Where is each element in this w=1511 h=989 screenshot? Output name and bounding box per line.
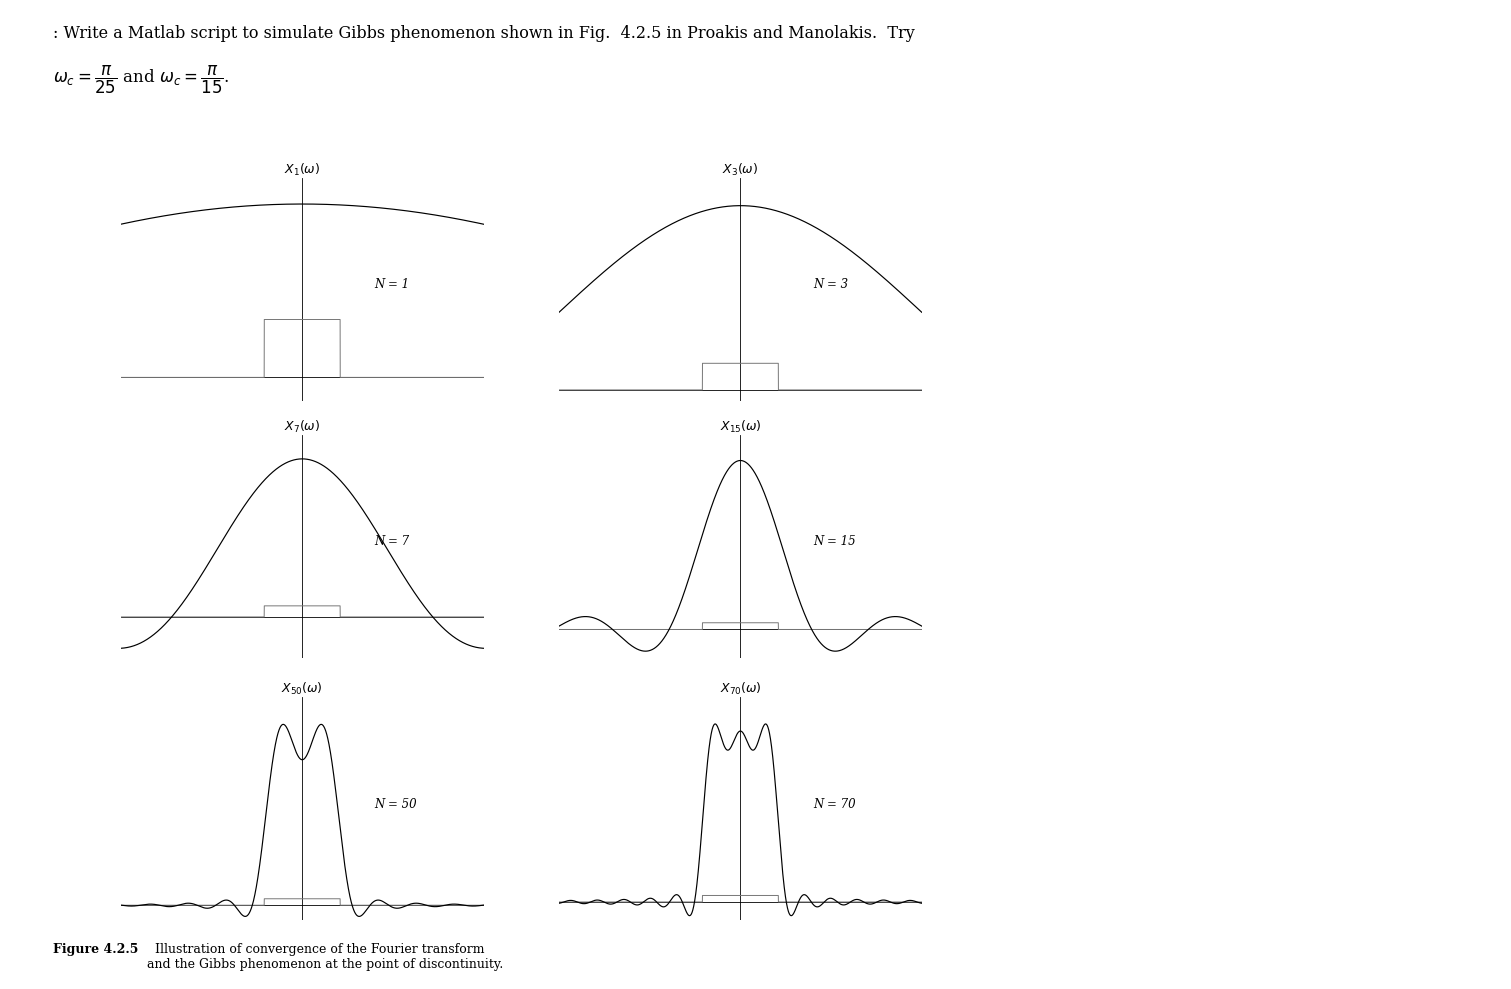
Text: : Write a Matlab script to simulate Gibbs phenomenon shown in Fig.  4.2.5 in Pro: : Write a Matlab script to simulate Gibb… xyxy=(53,25,914,42)
Text: N = 1: N = 1 xyxy=(375,278,409,292)
Title: $X_{15}(\omega)$: $X_{15}(\omega)$ xyxy=(719,419,762,435)
Title: $X_7(\omega)$: $X_7(\omega)$ xyxy=(284,419,320,435)
Text: N = 15: N = 15 xyxy=(813,535,855,549)
Title: $X_{50}(\omega)$: $X_{50}(\omega)$ xyxy=(281,681,323,697)
Title: $X_{70}(\omega)$: $X_{70}(\omega)$ xyxy=(719,681,762,697)
Text: Figure 4.2.5: Figure 4.2.5 xyxy=(53,943,139,955)
Text: N = 7: N = 7 xyxy=(375,535,409,549)
Title: $X_1(\omega)$: $X_1(\omega)$ xyxy=(284,162,320,178)
Text: N = 3: N = 3 xyxy=(813,278,848,292)
Text: Illustration of convergence of the Fourier transform
and the Gibbs phenomenon at: Illustration of convergence of the Fouri… xyxy=(147,943,503,970)
Title: $X_3(\omega)$: $X_3(\omega)$ xyxy=(722,162,759,178)
Text: N = 50: N = 50 xyxy=(375,797,417,811)
Text: N = 70: N = 70 xyxy=(813,797,855,811)
Text: $\omega_c = \dfrac{\pi}{25}$ and $\omega_c = \dfrac{\pi}{15}$.: $\omega_c = \dfrac{\pi}{25}$ and $\omega… xyxy=(53,64,230,97)
